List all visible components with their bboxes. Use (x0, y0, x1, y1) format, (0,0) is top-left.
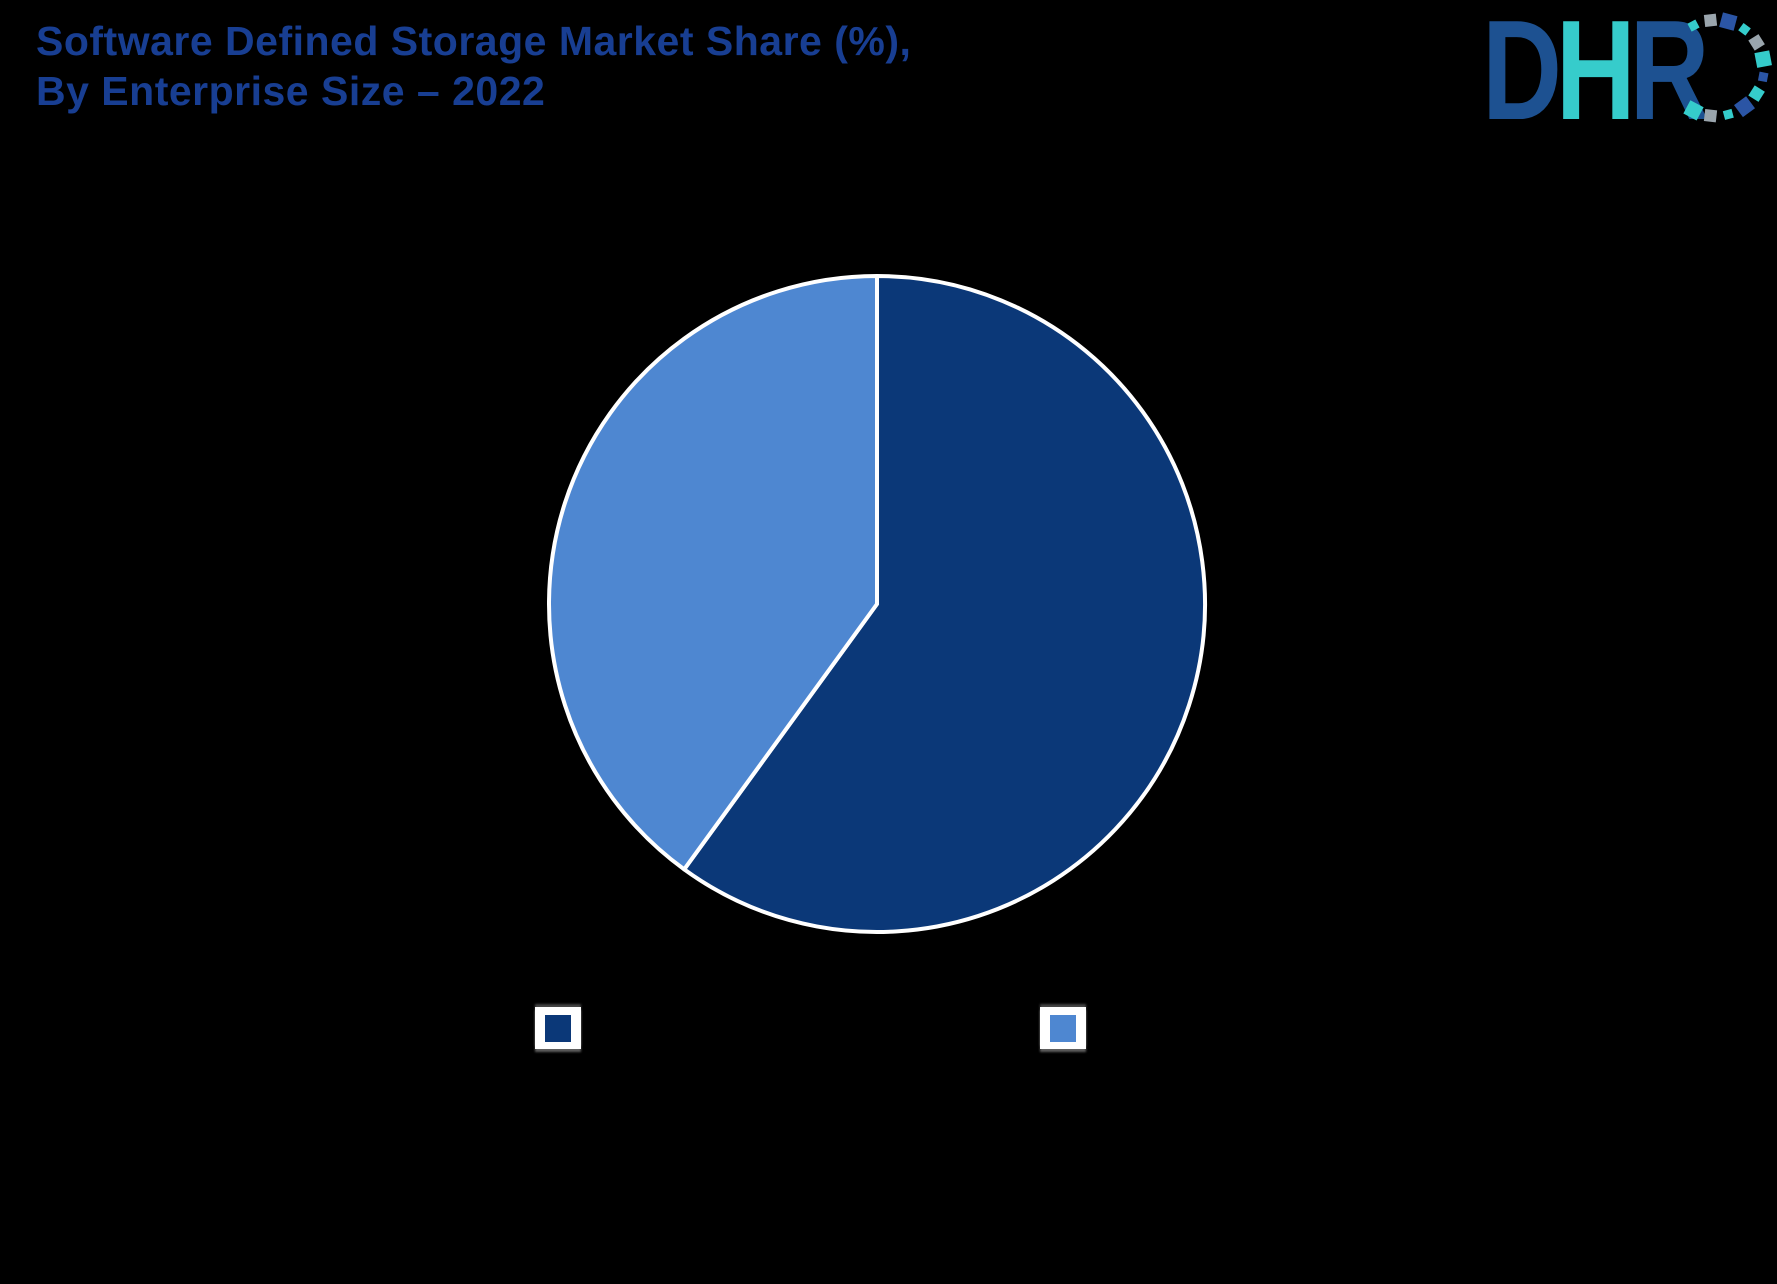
pie-slice (682, 274, 1207, 934)
logo-dot (1738, 23, 1751, 36)
logo-dots-decoration (1683, 12, 1772, 123)
logo-dot (1734, 96, 1755, 118)
logo-dot (1703, 13, 1718, 27)
logo-dot (1719, 12, 1738, 31)
logo-letter-d: D (1482, 0, 1562, 150)
legend-item (535, 1007, 605, 1049)
logo-dot (1748, 34, 1765, 51)
legend-swatch (1050, 1014, 1076, 1042)
legend-item (1040, 1007, 1110, 1049)
legend-swatch (545, 1014, 571, 1042)
logo-dot (1703, 109, 1718, 123)
logo-dot (1748, 85, 1765, 102)
pie-chart (547, 274, 1207, 934)
dhr-logo-letters: DHR (1482, 0, 1709, 142)
title-line-2: By Enterprise Size – 2022 (36, 68, 546, 114)
logo-dot (1722, 108, 1734, 120)
logo-dot (1754, 50, 1772, 68)
logo-dot (1683, 100, 1704, 121)
logo-dot (1687, 19, 1700, 32)
legend-swatch-frame (1040, 1007, 1086, 1049)
page-title: Software Defined Storage Market Share (%… (36, 16, 911, 116)
legend-swatch-frame (535, 1007, 581, 1049)
pie-slice (547, 274, 879, 872)
dhr-logo: DHR (1482, 0, 1777, 142)
pie-chart-area (527, 254, 1227, 954)
logo-letter-h: H (1555, 0, 1636, 150)
title-line-1: Software Defined Storage Market Share (%… (36, 18, 912, 64)
logo-dot (1757, 71, 1769, 83)
